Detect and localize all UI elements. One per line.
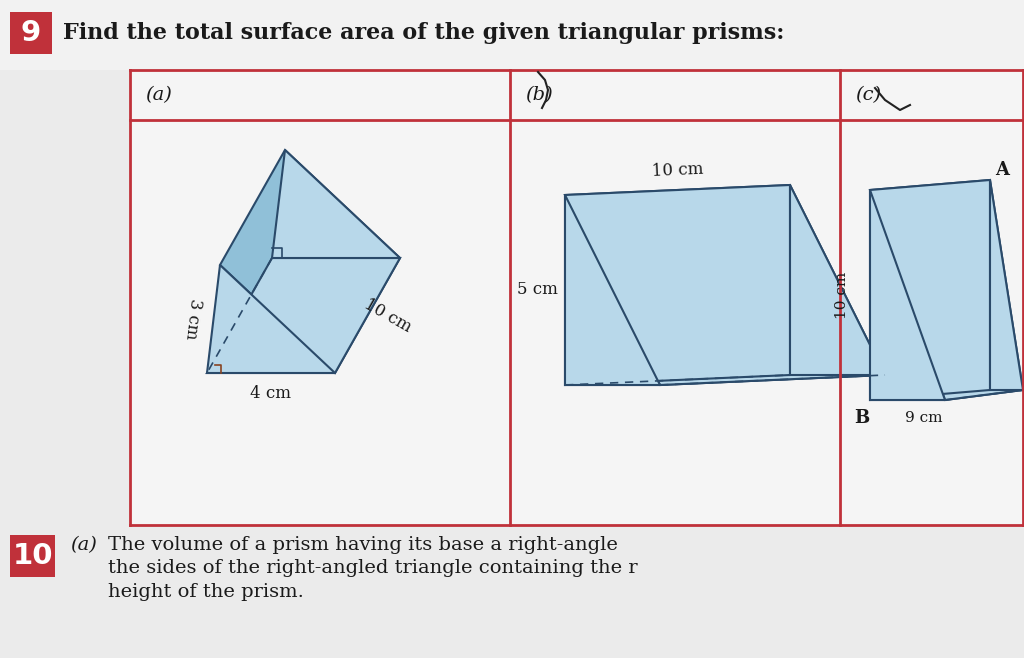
Text: (b): (b) <box>525 86 553 104</box>
Text: 5 cm: 5 cm <box>516 282 557 299</box>
Text: 10 cm: 10 cm <box>360 295 414 336</box>
Polygon shape <box>272 150 400 258</box>
Polygon shape <box>207 265 335 373</box>
Polygon shape <box>220 150 400 373</box>
Text: Find the total surface area of the given triangular prisms:: Find the total surface area of the given… <box>63 22 784 44</box>
Text: The volume of a prism having its base a right-angle: The volume of a prism having its base a … <box>108 536 617 554</box>
Text: height of the prism.: height of the prism. <box>108 583 304 601</box>
Polygon shape <box>565 375 885 385</box>
Bar <box>0 525 1024 658</box>
Text: A: A <box>995 161 1009 179</box>
Text: 10 cm: 10 cm <box>835 271 849 318</box>
Text: 3 cm: 3 cm <box>182 297 205 340</box>
Polygon shape <box>207 258 400 373</box>
Text: (a): (a) <box>145 86 172 104</box>
Polygon shape <box>565 185 790 385</box>
Text: (a): (a) <box>70 536 97 554</box>
Bar <box>10 12 52 54</box>
Bar <box>130 70 1024 525</box>
Text: B: B <box>854 409 869 427</box>
Text: 9 cm: 9 cm <box>905 411 942 425</box>
Polygon shape <box>870 190 945 400</box>
Polygon shape <box>870 180 1023 400</box>
Text: 9: 9 <box>20 19 41 47</box>
Bar <box>10 535 55 577</box>
Text: 10: 10 <box>12 542 53 570</box>
Polygon shape <box>565 195 660 385</box>
Text: the sides of the right-angled triangle containing the r: the sides of the right-angled triangle c… <box>108 559 638 577</box>
Polygon shape <box>790 185 885 375</box>
Polygon shape <box>990 180 1023 390</box>
Bar <box>0 0 1024 70</box>
Polygon shape <box>870 390 1023 400</box>
Text: (c): (c) <box>855 86 881 104</box>
Polygon shape <box>870 180 990 400</box>
Polygon shape <box>565 185 885 385</box>
Text: 10 cm: 10 cm <box>651 161 703 180</box>
Text: 4 cm: 4 cm <box>251 384 292 401</box>
